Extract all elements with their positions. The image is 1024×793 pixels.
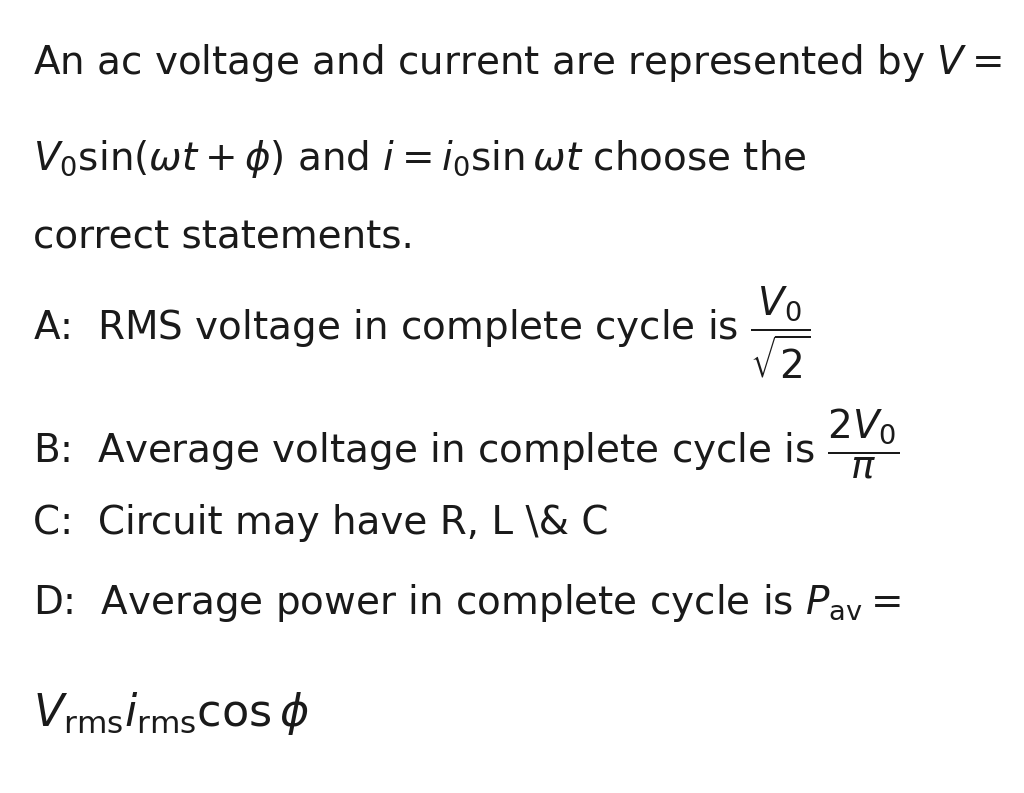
Text: correct statements.: correct statements.: [33, 219, 414, 257]
Text: D:  Average power in complete cycle is $P_{\mathrm{av}} =$: D: Average power in complete cycle is $P…: [33, 582, 900, 623]
Text: An ac voltage and current are represented by $V =$: An ac voltage and current are represente…: [33, 43, 1001, 84]
Text: $V_{\mathrm{rms}} i_{\mathrm{rms}} \cos\phi$: $V_{\mathrm{rms}} i_{\mathrm{rms}} \cos\…: [33, 690, 308, 737]
Text: $V_0 \sin(\omega t + \phi)$ and $i = i_0 \sin \omega t$ choose the: $V_0 \sin(\omega t + \phi)$ and $i = i_0…: [33, 138, 806, 179]
Text: C:  Circuit may have R, L \& C: C: Circuit may have R, L \& C: [33, 504, 608, 542]
Text: B:  Average voltage in complete cycle is $\dfrac{2V_0}{\pi}$: B: Average voltage in complete cycle is …: [33, 407, 899, 481]
Text: A:  RMS voltage in complete cycle is $\dfrac{V_0}{\sqrt{2}}$: A: RMS voltage in complete cycle is $\df…: [33, 285, 811, 381]
